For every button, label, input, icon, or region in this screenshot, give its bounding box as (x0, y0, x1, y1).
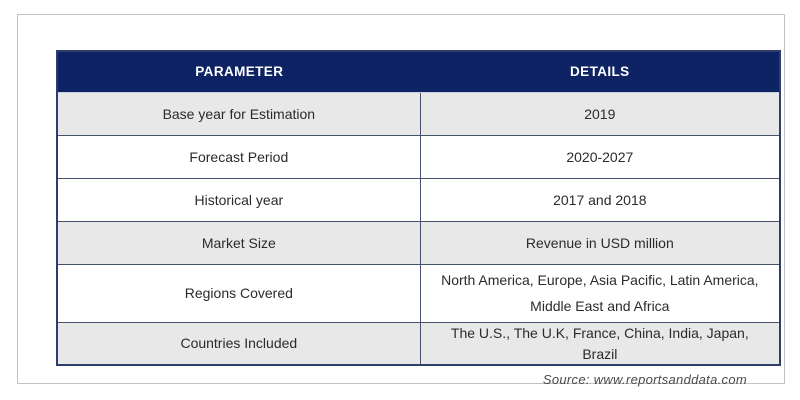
parameter-cell: Market Size (58, 222, 421, 264)
details-cell: Revenue in USD million (525, 234, 674, 251)
column-header-details: DETAILS (570, 63, 630, 79)
parameter-cell: Historical year (58, 179, 421, 221)
parameter-cell: Base year for Estimation (58, 93, 421, 135)
parameter-cell: Regions Covered (58, 265, 421, 322)
table-row-base-year: Base year for Estimation 2019 (58, 93, 779, 135)
details-cell: The U.S., The U.K, France, China, India,… (450, 324, 749, 362)
report-scope-table: PARAMETER DETAILS Base year for Estimati… (56, 50, 781, 366)
table-row-forecast-period: Forecast Period 2020-2027 (58, 135, 779, 178)
details-cell: 2020-2027 (566, 148, 634, 165)
table-header-row: PARAMETER DETAILS (58, 52, 779, 93)
parameter-cell: Countries Included (58, 323, 421, 364)
parameter-cell: Forecast Period (58, 136, 421, 178)
outer-frame: PARAMETER DETAILS Base year for Estimati… (17, 14, 785, 387)
details-cell: North America, Europe, Asia Pacific, Lat… (441, 271, 759, 314)
table-row-regions-covered: Regions Covered North America, Europe, A… (58, 264, 779, 322)
details-cell: 2019 (584, 105, 616, 122)
table-row-countries-included: Countries Included The U.S., The U.K, Fr… (58, 322, 779, 364)
source-attribution: Source: www.reportsanddata.com (542, 372, 747, 387)
table-row-market-size: Market Size Revenue in USD million (58, 221, 779, 264)
details-cell: 2017 and 2018 (553, 191, 647, 208)
table-row-historical-year: Historical year 2017 and 2018 (58, 178, 779, 221)
column-header-parameter: PARAMETER (195, 63, 284, 79)
